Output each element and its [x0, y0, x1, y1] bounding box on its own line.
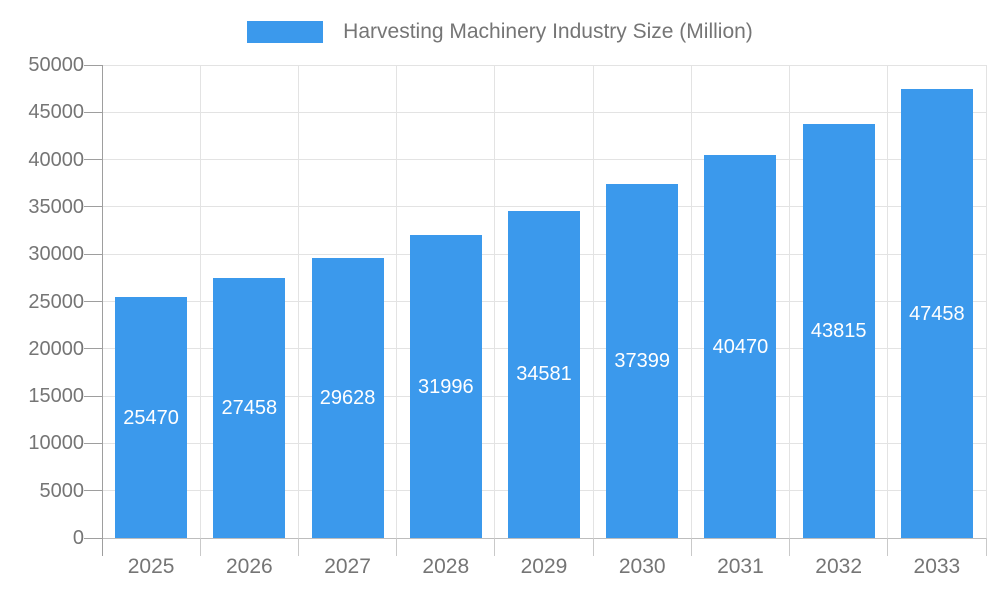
y-axis-tick-label: 0 — [72, 527, 84, 549]
bar-2033[interactable]: 47458 — [900, 89, 973, 538]
y-axis-line — [102, 65, 103, 556]
x-axis-tick-label: 2025 — [127, 555, 175, 578]
bar-value-label: 47458 — [909, 302, 965, 325]
x-axis-tick — [494, 538, 496, 556]
x-gridline — [690, 65, 692, 538]
x-axis-tick — [297, 538, 299, 556]
y-axis-tick — [84, 301, 102, 302]
y-gridline — [102, 159, 986, 161]
x-axis-tick — [789, 538, 791, 556]
x-axis-tick — [985, 538, 987, 556]
y-axis-tick-label: 35000 — [28, 195, 84, 218]
x-gridline — [887, 65, 889, 538]
y-axis-tick-label: 50000 — [28, 54, 84, 76]
x-gridline — [494, 65, 496, 538]
y-gridline — [102, 111, 986, 113]
y-axis-tick-label: 30000 — [28, 243, 84, 266]
bar-2032[interactable]: 43815 — [802, 123, 875, 538]
bar-2025[interactable]: 25470 — [115, 297, 188, 538]
y-axis-tick — [84, 490, 102, 492]
x-gridline — [297, 65, 299, 538]
x-axis-tick-label: 2028 — [422, 555, 470, 578]
y-axis-tick — [84, 395, 102, 397]
legend-label: Harvesting Machinery Industry Size (Mill… — [343, 20, 753, 43]
x-axis-tick-label: 2033 — [913, 555, 961, 578]
y-axis-tick-label: 20000 — [28, 337, 84, 360]
bar-value-label: 37399 — [614, 350, 671, 373]
legend-swatch — [247, 21, 324, 43]
y-axis-tick — [84, 206, 102, 208]
bar-value-label: 43815 — [810, 319, 867, 342]
y-axis-tick-label: 15000 — [28, 385, 84, 408]
bar-2030[interactable]: 37399 — [606, 184, 679, 538]
x-axis-tick — [690, 538, 692, 556]
x-gridline — [396, 65, 398, 538]
bar-2028[interactable]: 31996 — [409, 235, 482, 538]
y-axis-tick — [84, 348, 102, 350]
y-axis-tick-label: 45000 — [28, 101, 84, 124]
y-axis-tick — [84, 64, 102, 66]
x-axis-tick-label: 2026 — [225, 555, 273, 578]
bar-value-label: 27458 — [221, 397, 278, 420]
x-axis-baseline — [102, 537, 986, 539]
x-axis-tick-label: 2031 — [717, 555, 764, 578]
y-axis-tick — [84, 442, 102, 444]
bar-2027[interactable]: 29628 — [311, 257, 384, 538]
y-axis-tick-label: 25000 — [28, 290, 84, 313]
y-axis-tick — [84, 159, 102, 161]
y-axis-tick-label: 5000 — [39, 479, 85, 502]
x-axis-tick — [887, 538, 889, 556]
bar-2031[interactable]: 40470 — [704, 155, 777, 538]
x-axis-tick — [199, 538, 201, 556]
plot-area: 0 5000 10000 15000 20000 25000 30000 35000 40000… — [28, 54, 987, 578]
x-axis-tick — [592, 538, 594, 556]
bar-value-label: 31996 — [417, 375, 474, 398]
chart-legend[interactable]: Harvesting Machinery Industry Size (Mill… — [0, 18, 1000, 46]
y-gridline — [102, 206, 986, 208]
bar-2029[interactable]: 34581 — [508, 210, 580, 538]
y-gridline — [102, 64, 986, 66]
y-axis-tick — [84, 253, 102, 255]
x-gridline — [985, 65, 987, 538]
x-axis-tick-label: 2030 — [618, 555, 666, 578]
y-axis-tick — [84, 111, 102, 113]
bar-value-label: 40470 — [712, 335, 769, 358]
y-axis-tick-label: 10000 — [28, 432, 84, 455]
bar-value-label: 29628 — [319, 386, 376, 409]
x-axis-tick — [396, 538, 398, 556]
bar-value-label: 34581 — [516, 363, 572, 386]
y-axis-tick-label: 40000 — [28, 148, 84, 171]
x-gridline — [199, 65, 201, 538]
x-gridline — [592, 65, 594, 538]
x-axis-tick-label: 2032 — [815, 555, 863, 578]
y-axis-tick — [84, 537, 102, 539]
x-axis-tick-label: 2029 — [520, 555, 568, 578]
bar-2026[interactable]: 27458 — [213, 278, 286, 538]
bar-value-label: 25470 — [123, 406, 179, 429]
x-axis-tick-label: 2027 — [324, 555, 371, 578]
x-gridline — [789, 65, 791, 538]
